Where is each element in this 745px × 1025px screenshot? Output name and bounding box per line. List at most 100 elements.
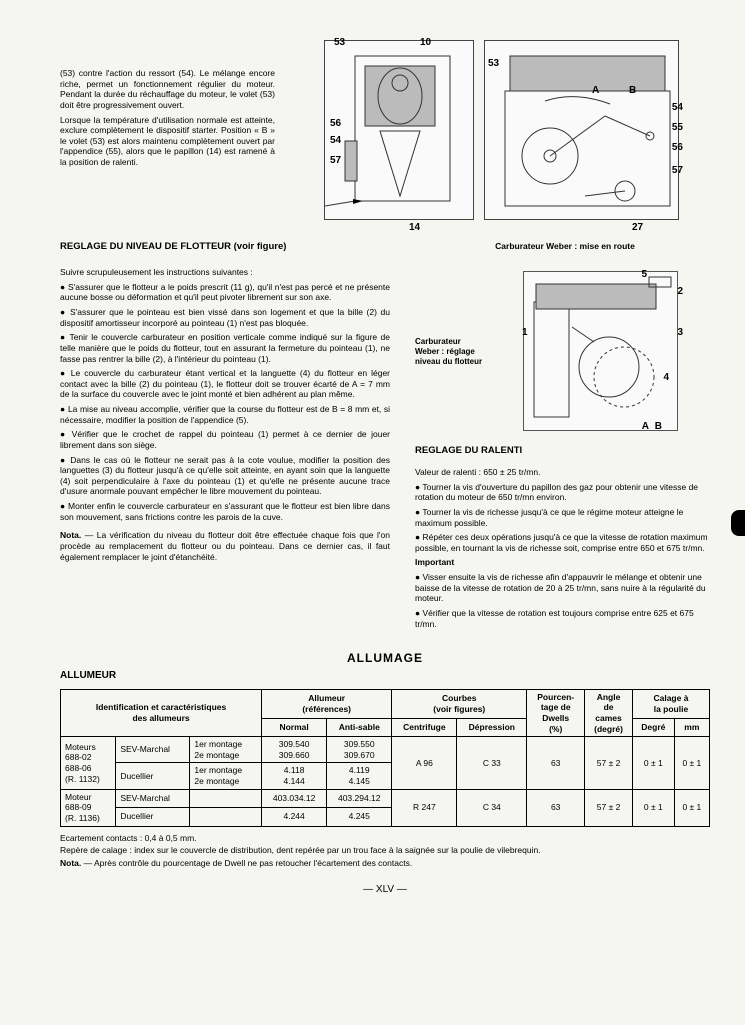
fd-label-1: 1: [522, 327, 528, 340]
diagram-caption: Carburateur Weber : mise en route: [420, 233, 710, 263]
cell-normal: 403.034.12: [262, 789, 327, 807]
th-angle: Angledecames(degré): [585, 689, 633, 737]
cell-degre: 0 ± 1: [632, 789, 674, 826]
cell-marque: SEV-Marchal: [116, 789, 190, 807]
th-ident: Identification et caractéristiquesdes al…: [61, 689, 262, 737]
allumeur-heading: ALLUMEUR: [60, 670, 710, 683]
fd-label-3: 3: [677, 327, 683, 340]
float-level-instructions: Suivre scrupuleusement les instructions …: [60, 267, 390, 633]
carburetor-diagrams: 53 10 56 54 57 14 53 A B 5: [293, 40, 710, 223]
cell-antisable: 309.550309.670: [327, 737, 392, 763]
diagram2-label-57: 57: [672, 165, 683, 178]
nota-text: — La vérification du niveau du flotteur …: [60, 530, 390, 561]
carburetor-cutaway-icon: [324, 40, 474, 220]
float-bullet-8: Monter enfin le couvercle carburateur en…: [60, 501, 390, 522]
th-dwell: Pourcen-tage deDwells(%): [527, 689, 585, 737]
th-courbes: Courbes(voir figures): [392, 689, 527, 719]
fd-label-2: 2: [677, 286, 683, 299]
ralenti-b4: Visser ensuite la vis de richesse afin d…: [415, 572, 710, 604]
fd-label-4: 4: [663, 372, 669, 385]
diagram-label-56: 56: [330, 118, 341, 131]
cell-moteur: Moteurs688-02688-06(R. 1132): [61, 737, 116, 790]
ralenti-b3: Répéter ces deux opérations jusqu'à ce q…: [415, 532, 710, 553]
diagram2-label-55: 55: [672, 122, 683, 135]
cell-centrifuge: A 96: [392, 737, 457, 790]
float-level-heading: REGLAGE DU NIVEAU DE FLOTTEUR (voir figu…: [60, 241, 420, 253]
th-depression: Dépression: [457, 719, 527, 737]
carburetor-diagram-left: 53 10 56 54 57 14: [324, 40, 474, 223]
cell-dwell: 63: [527, 737, 585, 790]
float-level-icon: [524, 272, 679, 432]
float-bullet-7: Dans le cas où le flotteur ne serait pas…: [60, 455, 390, 498]
diagram2-label-54: 54: [672, 102, 683, 115]
important-label: Important: [415, 557, 710, 568]
heading-row: REGLAGE DU NIVEAU DE FLOTTEUR (voir figu…: [60, 233, 710, 263]
carburetor-diagram-right: 53 A B 54 55 56 57 27: [484, 40, 679, 223]
note-3-label: Nota.: [60, 858, 81, 868]
float-lead: Suivre scrupuleusement les instructions …: [60, 267, 390, 278]
cell-montage: 1er montage2e montage: [190, 737, 262, 763]
cell-marque: SEV-Marchal: [116, 737, 190, 763]
ralenti-b1: Tourner la vis d'ouverture du papillon d…: [415, 482, 710, 503]
cell-montage: [190, 789, 262, 807]
th-normal: Normal: [262, 719, 327, 737]
ralenti-b2: Tourner la vis de richesse jusqu'à ce qu…: [415, 507, 710, 528]
allumeur-table: Identification et caractéristiquesdes al…: [60, 689, 710, 827]
th-antisable: Anti-sable: [327, 719, 392, 737]
fd-label-5: 5: [641, 269, 647, 282]
float-bullet-6: Vérifier que le crochet de rappel du poi…: [60, 429, 390, 450]
float-bullet-1: S'assurer que le flotteur a le poids pre…: [60, 282, 390, 303]
diagram-label-54: 54: [330, 135, 341, 148]
ralenti-b5: Vérifier que la vitesse de rotation est …: [415, 608, 710, 629]
intro-para-1: (53) contre l'action du ressort (54). Le…: [60, 68, 275, 111]
nota-label: Nota.: [60, 530, 81, 540]
fd-label-A: A: [642, 421, 649, 434]
cell-normal: 4.1184.144: [262, 763, 327, 789]
allumage-title: ALLUMAGE: [60, 651, 710, 666]
diagram2-label-27: 27: [632, 222, 643, 235]
th-centrifuge: Centrifuge: [392, 719, 457, 737]
cell-angle: 57 ± 2: [585, 789, 633, 826]
note-3-text: — Après contrôle du pourcentage de Dwell…: [81, 858, 412, 868]
cell-depression: C 33: [457, 737, 527, 790]
top-section: (53) contre l'action du ressort (54). Le…: [60, 40, 710, 223]
diagram-label-14: 14: [409, 222, 420, 235]
ralenti-lead: Valeur de ralenti : 650 ± 25 tr/mn.: [415, 467, 710, 478]
float-level-diagram: 1 2 3 4 5 A B: [523, 271, 678, 431]
cell-mm: 0 ± 1: [674, 737, 709, 790]
th-allumeur: Allumeur(références): [262, 689, 392, 719]
float-bullet-4: Le couvercle du carburateur étant vertic…: [60, 368, 390, 400]
table-row: Moteurs688-02688-06(R. 1132) SEV-Marchal…: [61, 737, 710, 763]
cell-centrifuge: R 247: [392, 789, 457, 826]
cell-montage: [190, 808, 262, 826]
diagram2-label-B: B: [629, 85, 636, 98]
cell-mm: 0 ± 1: [674, 789, 709, 826]
middle-columns: Suivre scrupuleusement les instructions …: [60, 267, 710, 633]
cell-marque: Ducellier: [116, 808, 190, 826]
cell-normal: 309.540309.660: [262, 737, 327, 763]
float-bullet-5: La mise au niveau accomplie, vérifier qu…: [60, 404, 390, 425]
intro-text: (53) contre l'action du ressort (54). Le…: [60, 40, 275, 223]
diagram-label-53: 53: [334, 37, 345, 50]
fd-label-B: B: [655, 421, 662, 434]
table-header: Identification et caractéristiquesdes al…: [61, 689, 710, 737]
intro-para-2: Lorsque la température d'utilisation nor…: [60, 115, 275, 168]
note-3: Nota. — Après contrôle du pourcentage de…: [60, 858, 710, 869]
page-edge-tab: [731, 510, 745, 536]
cell-marque: Ducellier: [116, 763, 190, 789]
th-degre: Degré: [632, 719, 674, 737]
cell-dwell: 63: [527, 789, 585, 826]
diagram2-label-56: 56: [672, 142, 683, 155]
cell-degre: 0 ± 1: [632, 737, 674, 790]
cell-normal: 4.244: [262, 808, 327, 826]
ralenti-heading: REGLAGE DU RALENTI: [415, 445, 710, 457]
diagram-label-10: 10: [420, 37, 431, 50]
cell-antisable: 4.1194.145: [327, 763, 392, 789]
table-notes: Ecartement contacts : 0,4 à 0,5 mm. Repè…: [60, 833, 710, 869]
cell-antisable: 403.294.12: [327, 789, 392, 807]
float-diagram-block: Carburateur Weber : réglage niveau du fl…: [415, 267, 710, 437]
cell-moteur: Moteur688-09(R. 1136): [61, 789, 116, 826]
th-calage: Calage àla poulie: [632, 689, 709, 719]
float-diagram-caption: Carburateur Weber : réglage niveau du fl…: [415, 337, 485, 367]
carburetor-linkage-icon: [484, 40, 679, 220]
